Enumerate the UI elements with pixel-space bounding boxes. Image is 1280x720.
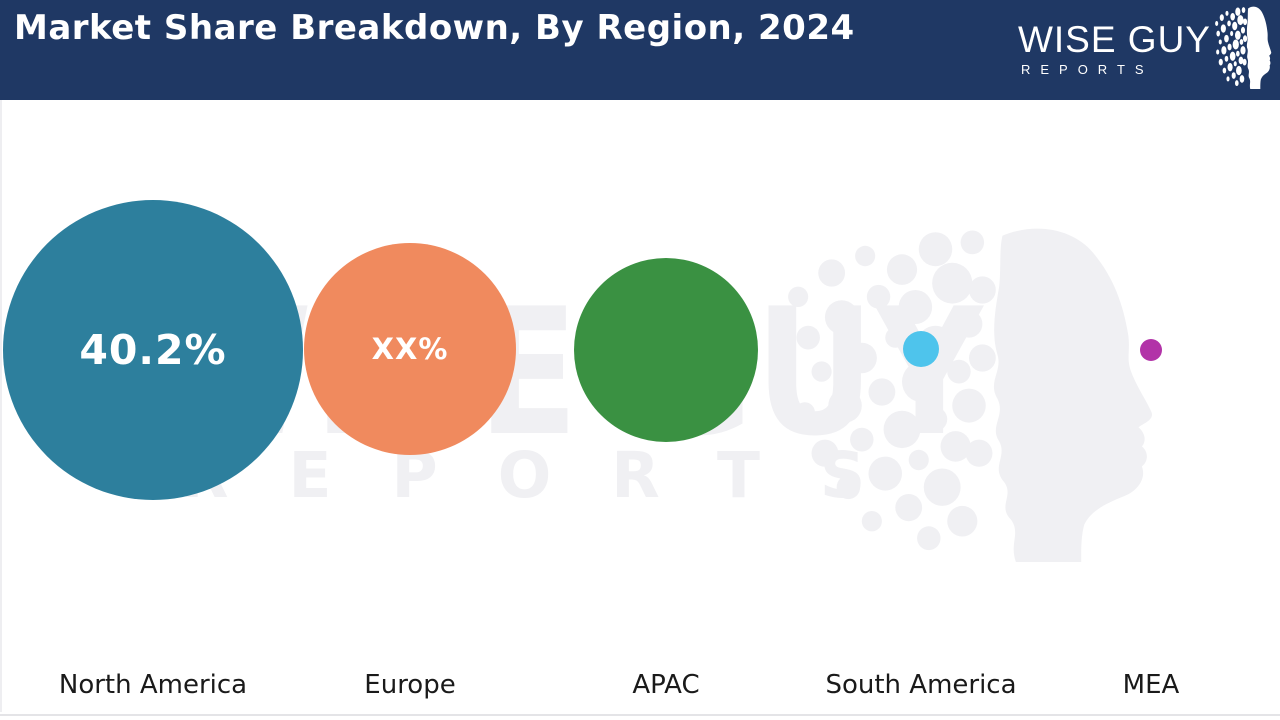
bubble-north-america: 40.2% [3, 200, 303, 500]
brand-subtitle: REPORTS [1020, 62, 1154, 77]
region-label-apac: APAC [632, 670, 700, 700]
region-label-south-america: South America [825, 670, 1017, 700]
watermark-dot-head-icon [768, 222, 1170, 562]
bubble-value-label-north-america: 40.2% [79, 326, 227, 374]
brand-logo: WISE GUY REPORTS [1018, 5, 1274, 89]
region-label-mea: MEA [1122, 670, 1180, 700]
page-title: Market Share Breakdown, By Region, 2024 [14, 8, 855, 48]
bubble-mea [1140, 339, 1162, 361]
watermark-reports-text: REPORTS [180, 439, 926, 512]
region-label-europe: Europe [364, 670, 456, 700]
header-bar: Market Share Breakdown, By Region, 2024 … [0, 0, 1280, 100]
dot-head-logo-icon [1212, 5, 1274, 89]
chart-bottom-border [0, 714, 1280, 716]
region-label-north-america: North America [58, 670, 248, 700]
bubble-value-label-europe: XX% [371, 332, 449, 366]
brand-name: WISE GUY [1017, 19, 1211, 60]
chart-left-border [0, 100, 2, 712]
bubble-europe: XX% [304, 243, 516, 455]
bubble-south-america [903, 331, 939, 367]
brand-logo-text: WISE GUY REPORTS [1018, 21, 1211, 77]
bubble-apac [574, 258, 758, 442]
